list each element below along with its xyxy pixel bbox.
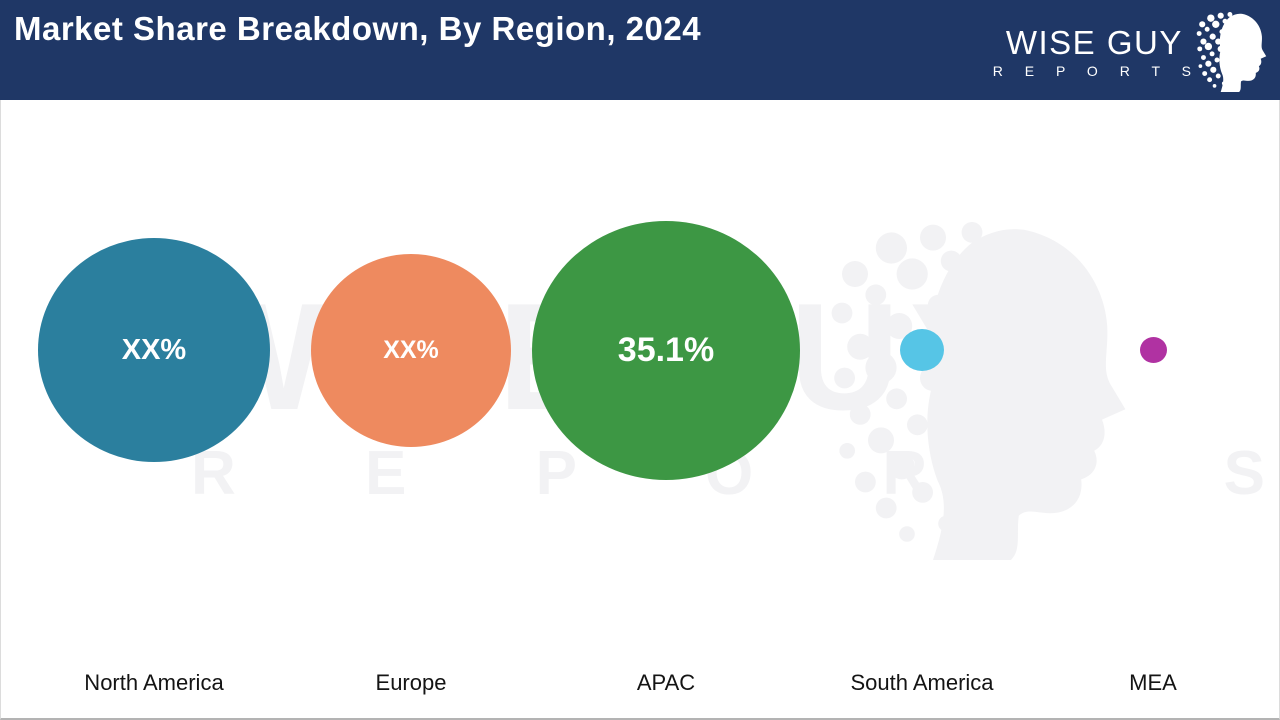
category-labels-row: North America Europe APAC South America … xyxy=(1,670,1280,702)
category-label-south-america: South America xyxy=(850,670,994,695)
logo-head-icon xyxy=(1196,12,1270,92)
category-label-apac: APAC xyxy=(636,670,696,695)
bubble-mea xyxy=(1140,337,1167,363)
category-label-mea: MEA xyxy=(1129,670,1177,695)
bubble-value-label: XX% xyxy=(121,333,187,366)
header-bar: Market Share Breakdown, By Region, 2024 … xyxy=(0,0,1280,100)
page-title: Market Share Breakdown, By Region, 2024 xyxy=(14,10,702,47)
bubble-north-america: XX% xyxy=(38,238,270,462)
logo-subtitle: R E P O R T S xyxy=(992,62,1200,79)
bubble-value-label: 35.1% xyxy=(617,331,715,369)
chart-area: WISE GUY R E P O R T S XX% XX% 35.1% Nor… xyxy=(0,100,1280,720)
bubble-value-label: XX% xyxy=(383,336,439,364)
wise-guy-logo: WISE GUY R E P O R T S xyxy=(989,6,1270,98)
watermark-head-icon xyxy=(829,222,1141,560)
logo-wordmark: WISE GUY xyxy=(1005,23,1183,61)
bubble-europe: XX% xyxy=(311,254,511,447)
logo-text: WISE GUY R E P O R T S xyxy=(989,23,1200,80)
category-label-north-america: North America xyxy=(84,670,224,695)
category-label-europe: Europe xyxy=(375,670,447,695)
bubble-south-america xyxy=(900,329,944,371)
bubble-apac: 35.1% xyxy=(532,221,800,480)
